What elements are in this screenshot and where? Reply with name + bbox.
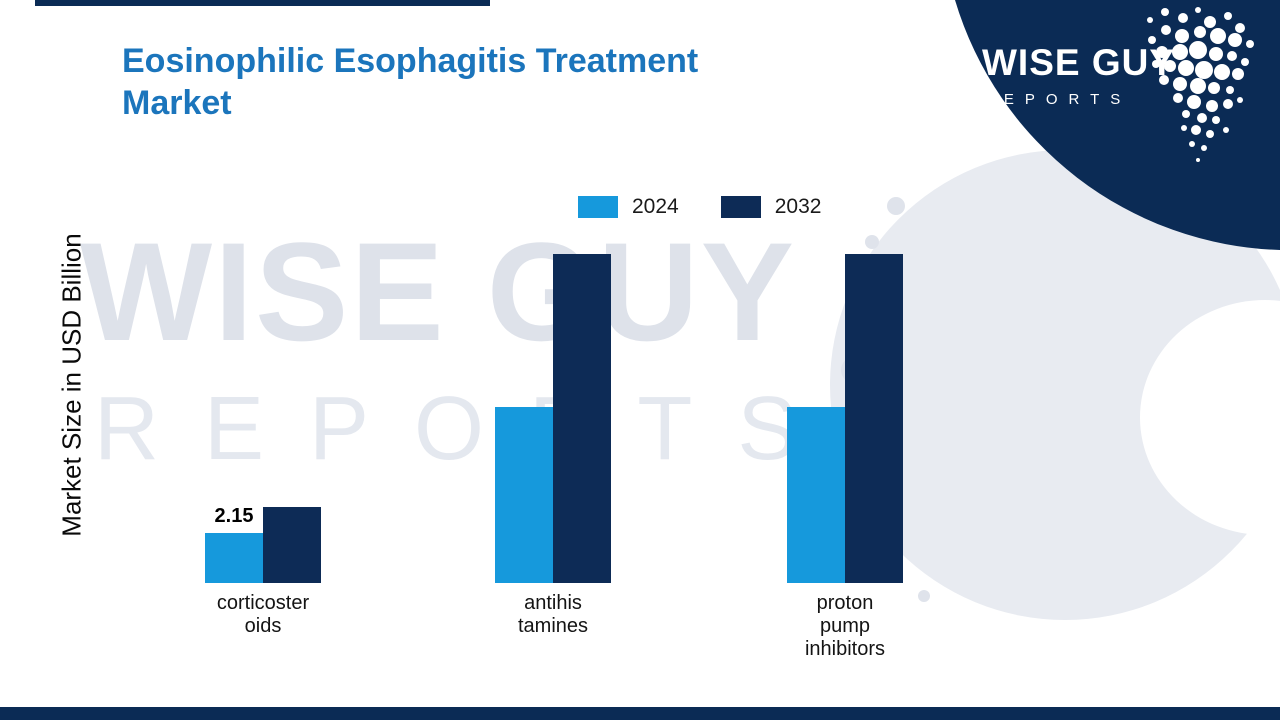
top-accent-strip — [35, 0, 490, 6]
bar-2024-corticosteroids — [205, 533, 263, 583]
legend-swatch-2032 — [720, 196, 761, 218]
bar-2032-corticosteroids — [263, 507, 321, 583]
logo-text: WISE GUY REPORTS — [982, 42, 1175, 108]
bar-2032-antihistamines — [553, 254, 611, 583]
bar-group-corticosteroids — [205, 507, 321, 583]
legend-label-2024: 2024 — [632, 195, 679, 218]
bar-group-antihistamines — [495, 254, 611, 583]
category-label-corticosteroids: corticoster oids — [216, 592, 310, 637]
logo-brand-text: WISE GUY — [982, 42, 1176, 83]
logo-head-icon — [1147, 7, 1254, 162]
bar-group-proton-pump-inhibitors — [787, 254, 903, 583]
bar-2024-antihistamines — [495, 407, 553, 583]
category-label-proton-pump-inhibitors: proton pump inhibitors — [804, 592, 886, 660]
chart-legend: 2024 2032 — [578, 195, 821, 219]
watermark-wiseguy-text: WISE GUY REPORTS — [80, 213, 843, 479]
legend-swatch-2024 — [578, 196, 618, 218]
value-label-2024: 2.15 — [214, 504, 254, 527]
bottom-accent-strip — [0, 707, 1280, 720]
category-label-antihistamines: antihis tamines — [517, 592, 589, 637]
bar-2032-proton-pump-inhibitors — [845, 254, 903, 583]
y-axis-label: Market Size in USD Billion — [56, 233, 87, 537]
bar-2024-proton-pump-inhibitors — [787, 407, 845, 583]
logo-sub-text: REPORTS — [982, 91, 1132, 108]
legend-label-2032: 2032 — [774, 195, 822, 218]
wise-guy-reports-logo: WISE GUY REPORTS — [940, 0, 1280, 260]
watermark-line2: REPORTS — [94, 379, 843, 479]
page-title: Eosinophilic Esophagitis Treatment Marke… — [122, 42, 699, 122]
logo-corner-shape — [955, 0, 1280, 250]
watermark-line1: WISE GUY — [80, 213, 797, 370]
